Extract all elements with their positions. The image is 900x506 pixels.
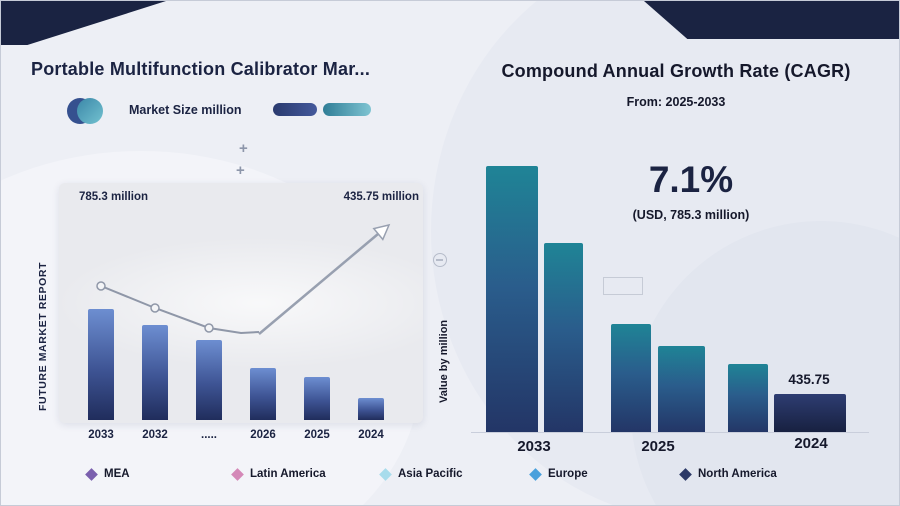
x-tick-label: 2032 xyxy=(142,429,168,441)
legend-item-mea: MEA xyxy=(85,467,130,481)
legend-item-europe: Europe xyxy=(529,467,588,481)
market-size-legend-label: Market Size million xyxy=(129,103,242,117)
right-chart-title: Compound Annual Growth Rate (CAGR) xyxy=(501,61,851,81)
x-tick-label: 2024 xyxy=(358,429,384,441)
legend-diamond-icon xyxy=(679,467,692,481)
left-chart-title: Portable Multifunction Calibrator Mar... xyxy=(31,59,371,79)
legend-label: North America xyxy=(698,468,777,480)
max-value-label: 785.3 million xyxy=(79,191,149,203)
market-bar-..... xyxy=(196,340,222,420)
plus-decoration: + xyxy=(239,140,248,157)
corner-accent-top-right xyxy=(644,1,899,39)
legend-item-north-america: North America xyxy=(679,467,777,481)
plot-wave-decoration xyxy=(59,238,423,368)
cagr-bar-2024-1 xyxy=(728,364,768,433)
pill-decoration xyxy=(273,103,317,116)
data-label-2024: 435.75 xyxy=(788,372,830,387)
legend-item-asia-pacific: Asia Pacific xyxy=(379,467,463,481)
market-bar-2032 xyxy=(142,325,168,420)
legend-diamond-icon xyxy=(379,467,392,481)
market-bar-2026 xyxy=(250,368,276,420)
sphere-icon xyxy=(77,98,103,124)
cagr-value: 7.1% xyxy=(648,159,734,200)
corner-accent-top-left xyxy=(1,1,166,45)
trend-line xyxy=(96,223,391,335)
x-tick-label: 2024 xyxy=(794,435,828,452)
x-tick-label: 2033 xyxy=(88,429,114,441)
min-value-label: 435.75 million xyxy=(343,191,419,203)
pill-decoration xyxy=(323,103,371,116)
right-y-axis-label: Value by million xyxy=(438,319,450,403)
cagr-bar-2033-2 xyxy=(544,243,583,433)
legend-diamond-icon xyxy=(529,467,542,481)
x-tick-label: ..... xyxy=(201,429,217,441)
plus-decoration: + xyxy=(236,162,245,179)
x-tick-label: 2025 xyxy=(304,429,330,441)
x-tick-label: 2025 xyxy=(641,438,675,455)
legend-label: Asia Pacific xyxy=(398,468,463,480)
right-axis-baseline xyxy=(471,432,869,433)
cagr-bar-2025-2 xyxy=(658,346,705,433)
circle-decoration xyxy=(433,253,447,267)
cagr-bar-2025-1 xyxy=(611,324,651,433)
cagr-bar-2024-2 xyxy=(774,394,846,433)
trend-arrow-icon xyxy=(372,223,391,241)
market-bar-2033 xyxy=(88,309,114,420)
left-y-axis-label: FUTURE MARKET REPORT xyxy=(37,261,49,411)
market-size-legend-icon xyxy=(67,97,107,125)
market-bar-2025 xyxy=(304,377,330,420)
legend-diamond-icon xyxy=(231,467,244,481)
left-plot-area xyxy=(59,183,423,423)
x-tick-label: 2026 xyxy=(250,429,276,441)
legend-diamond-icon xyxy=(85,467,98,481)
x-tick-label: 2033 xyxy=(517,438,551,455)
cagr-bar-2033-1 xyxy=(486,166,538,433)
cagr-detail: (USD, 785.3 million) xyxy=(632,208,750,222)
market-bar-2024 xyxy=(358,398,384,420)
legend-label: Europe xyxy=(548,468,588,480)
legend-item-latin-america: Latin America xyxy=(231,467,326,481)
right-chart-subtitle: From: 2025-2033 xyxy=(626,95,726,109)
right-bars xyxy=(471,151,871,433)
legend-label: MEA xyxy=(104,468,130,480)
rect-decoration xyxy=(603,277,643,295)
left-bars xyxy=(59,183,423,423)
legend-label: Latin America xyxy=(250,468,326,480)
